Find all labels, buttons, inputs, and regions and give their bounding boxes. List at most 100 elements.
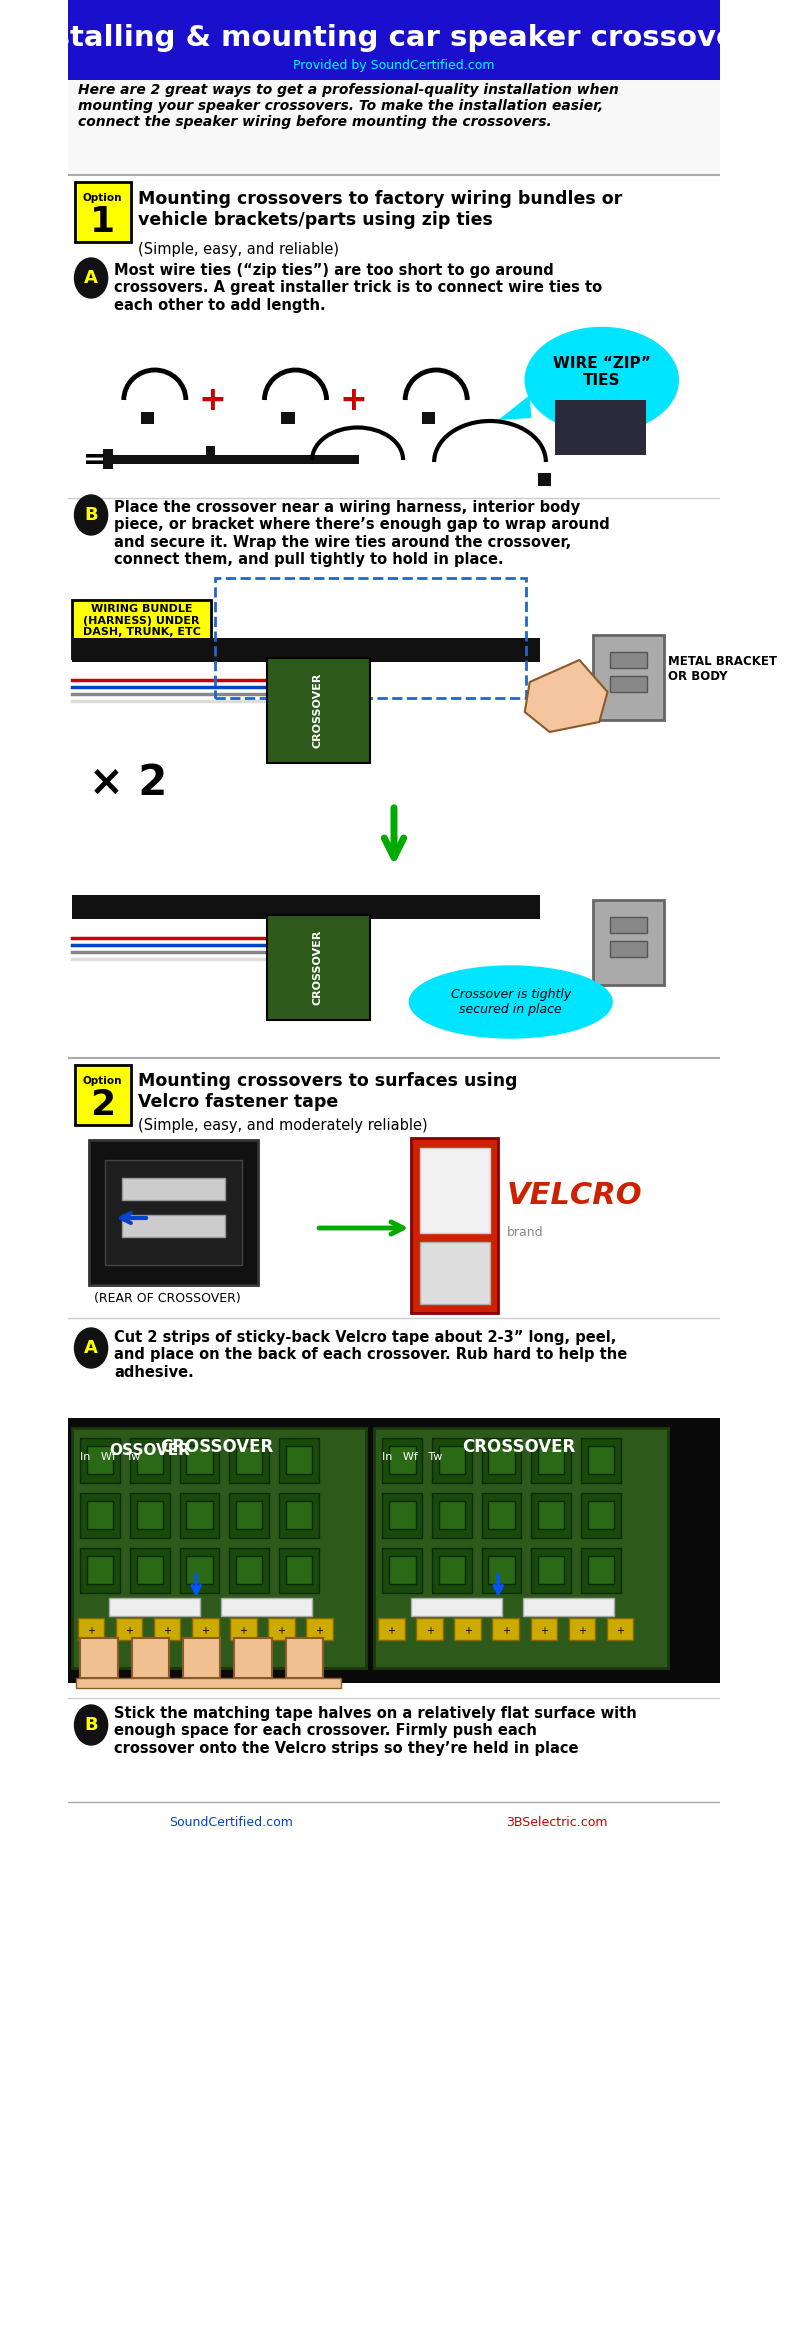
Text: +: +	[340, 383, 367, 416]
Text: Cut 2 strips of sticky-back Velcro tape about 2-3” long, peel,
and place on the : Cut 2 strips of sticky-back Velcro tape …	[114, 1330, 627, 1379]
Bar	[102, 456, 359, 463]
Text: CROSSOVER: CROSSOVER	[463, 1438, 575, 1457]
Text: B: B	[84, 1716, 98, 1734]
Bar	[439, 1502, 465, 1530]
Bar	[72, 1429, 366, 1668]
Bar	[75, 1065, 131, 1126]
Bar	[610, 651, 647, 667]
Bar	[130, 1492, 169, 1537]
Bar	[538, 1502, 564, 1530]
Bar	[76, 1678, 341, 1687]
Bar	[68, 1417, 720, 1683]
Text: A: A	[84, 268, 98, 287]
Text: A: A	[84, 1339, 98, 1356]
Bar	[130, 1549, 169, 1593]
Bar	[130, 1438, 169, 1483]
Bar	[75, 181, 131, 242]
Bar	[455, 1619, 481, 1640]
Text: 3BSelectric.com: 3BSelectric.com	[507, 1817, 608, 1828]
Bar	[481, 1549, 522, 1593]
Bar	[234, 1638, 272, 1678]
Text: Place the crossover near a wiring harness, interior body
piece, or bracket where: Place the crossover near a wiring harnes…	[114, 501, 610, 566]
Text: CROSSOVER: CROSSOVER	[160, 1438, 273, 1457]
Text: (Simple, easy, and reliable): (Simple, easy, and reliable)	[138, 242, 340, 256]
Text: =: =	[83, 446, 106, 475]
Bar	[411, 1598, 503, 1617]
Bar	[581, 1492, 621, 1537]
Ellipse shape	[409, 966, 612, 1039]
Bar	[279, 1492, 318, 1537]
Bar	[121, 1215, 225, 1236]
Text: +: +	[616, 1626, 624, 1636]
Bar	[87, 1556, 113, 1584]
Bar	[78, 1619, 104, 1640]
Bar	[136, 1502, 163, 1530]
Bar	[382, 1492, 422, 1537]
Bar	[531, 1549, 571, 1593]
Bar	[538, 1556, 564, 1584]
Bar	[186, 1445, 213, 1473]
Text: +: +	[163, 1626, 171, 1636]
Bar	[593, 634, 663, 719]
Text: +: +	[277, 1626, 285, 1636]
Bar	[229, 1549, 269, 1593]
Bar	[389, 1502, 415, 1530]
Bar	[192, 1619, 218, 1640]
Bar	[80, 1638, 117, 1678]
Bar	[439, 1445, 465, 1473]
Bar	[236, 1502, 262, 1530]
Text: CROSSOVER: CROSSOVER	[313, 928, 323, 1006]
Text: +: +	[578, 1626, 586, 1636]
Bar	[569, 1619, 595, 1640]
Bar	[105, 1161, 242, 1264]
Bar	[186, 1502, 213, 1530]
Bar	[229, 1492, 269, 1537]
Bar	[110, 1598, 200, 1617]
Bar	[523, 1598, 614, 1617]
Polygon shape	[525, 660, 608, 731]
Text: +: +	[502, 1626, 510, 1636]
Text: +: +	[125, 1626, 133, 1636]
Bar	[610, 940, 647, 956]
Text: brand: brand	[507, 1224, 543, 1238]
Bar	[432, 1438, 472, 1483]
Bar	[186, 1556, 213, 1584]
Circle shape	[75, 1706, 108, 1746]
Bar	[530, 1619, 557, 1640]
Text: +: +	[240, 1626, 247, 1636]
Bar	[581, 1438, 621, 1483]
Bar	[116, 1619, 143, 1640]
Circle shape	[75, 1328, 108, 1368]
Bar	[389, 1556, 415, 1584]
Bar	[285, 1638, 323, 1678]
Bar	[378, 1619, 405, 1640]
Bar	[68, 80, 720, 174]
Bar	[180, 1549, 219, 1593]
Bar	[72, 895, 540, 919]
Bar	[531, 1438, 571, 1483]
Bar	[389, 1445, 415, 1473]
Bar	[236, 1556, 262, 1584]
Bar	[588, 1502, 614, 1530]
Bar	[88, 1140, 258, 1285]
Bar	[266, 914, 370, 1020]
Bar	[230, 1619, 257, 1640]
Circle shape	[75, 258, 108, 298]
Text: +: +	[388, 1626, 396, 1636]
Bar	[87, 1445, 113, 1473]
Bar	[588, 1445, 614, 1473]
Text: Crossover is tightly
secured in place: Crossover is tightly secured in place	[451, 987, 571, 1015]
Bar	[538, 1445, 564, 1473]
Text: +: +	[201, 1626, 210, 1636]
Bar	[588, 1556, 614, 1584]
Bar	[206, 446, 215, 463]
Text: OSSOVER: OSSOVER	[110, 1443, 190, 1457]
Text: Mounting crossovers to surfaces using
Velcro fastener tape: Mounting crossovers to surfaces using Ve…	[138, 1072, 518, 1112]
Text: +: +	[426, 1626, 433, 1636]
Bar	[229, 1438, 269, 1483]
Bar	[279, 1438, 318, 1483]
Text: Here are 2 great ways to get a professional-quality installation when
mounting y: Here are 2 great ways to get a professio…	[78, 82, 619, 129]
Text: Mounting crossovers to factory wiring bundles or
vehicle brackets/parts using zi: Mounting crossovers to factory wiring bu…	[138, 190, 623, 228]
Bar	[180, 1438, 219, 1483]
Bar	[593, 900, 663, 985]
